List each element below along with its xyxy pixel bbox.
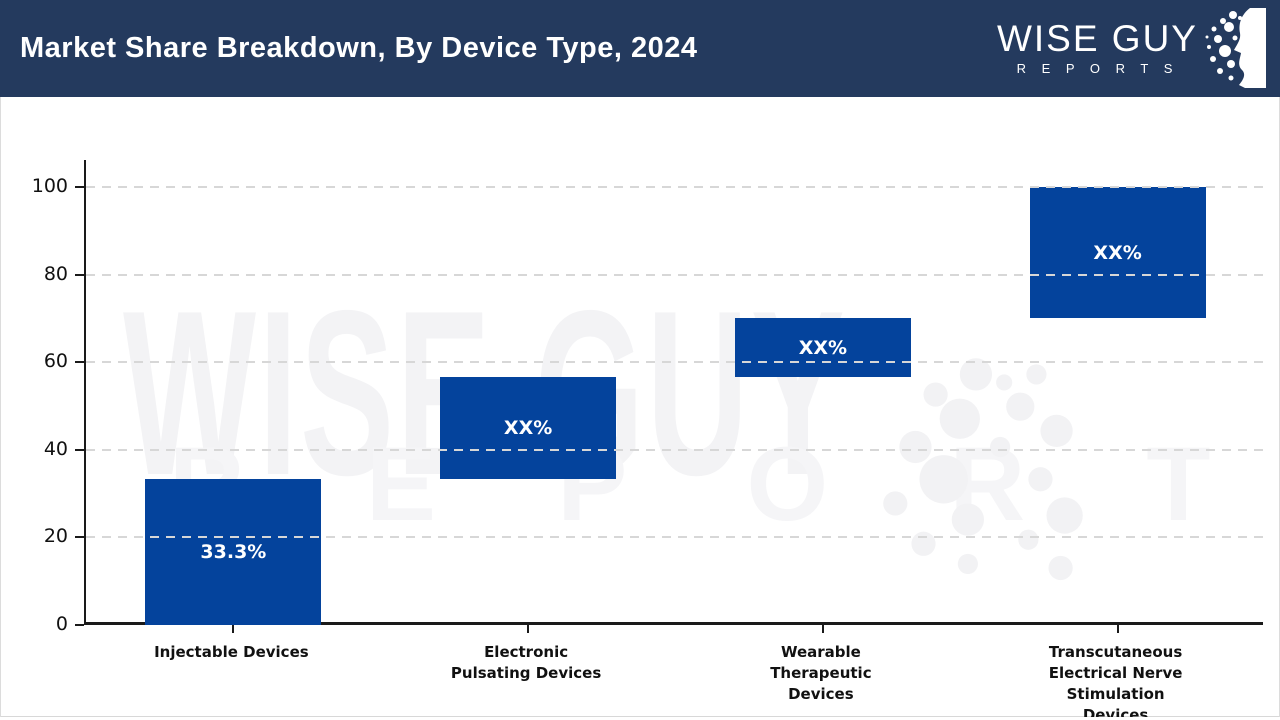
bar-value-label: 33.3% — [200, 541, 267, 564]
bar-value-label: XX% — [798, 336, 848, 359]
bar-segment — [734, 318, 911, 378]
bar-segment — [145, 479, 322, 625]
x-category-label: Electronic Pulsating Devices — [450, 643, 602, 682]
x-tick-mark-3 — [821, 625, 824, 633]
gridline-60 — [86, 361, 1263, 364]
gridline-100 — [86, 186, 1263, 188]
bar-segment — [440, 377, 617, 480]
logo-text: WISE GUY R E P O R T S — [996, 17, 1198, 77]
gridline-40 — [86, 448, 1263, 451]
gridline-20 — [86, 536, 1263, 539]
gridline-80 — [86, 273, 1263, 276]
watermark-reports: R E P O R T S — [169, 426, 1279, 543]
face-dots-icon — [1205, 8, 1266, 88]
wise-guy-logo: WISE GUY R E P O R T S — [997, 8, 1266, 88]
y-tick-mark-80 — [75, 273, 84, 276]
y-tick-mark-0 — [75, 624, 84, 626]
x-category-label: Wearable Therapeutic Devices — [770, 643, 872, 703]
bottom-border — [1, 716, 1279, 717]
page-title: Market Share Breakdown, By Device Type, … — [20, 32, 698, 64]
x-category-label: Injectable Devices — [154, 643, 309, 661]
y-tick-mark-20 — [75, 536, 84, 539]
y-tick-label-100: 100 — [31, 175, 68, 197]
x-tick-mark-1 — [232, 625, 235, 633]
logo-subtitle: R E P O R T S — [1016, 61, 1179, 77]
x-tick-mark-2 — [527, 625, 530, 633]
y-tick-label-40: 40 — [43, 437, 68, 460]
y-tick-label-20: 20 — [43, 525, 68, 548]
bar-value-label: XX% — [503, 417, 553, 440]
y-tick-mark-100 — [75, 186, 84, 188]
y-tick-label-0: 0 — [55, 613, 68, 635]
y-tick-label-80: 80 — [43, 262, 68, 285]
plot-area: 0 20 40 60 80 100 33.3% XX% XX% XX% — [32, 160, 1263, 635]
y-tick-label-60: 60 — [43, 350, 68, 373]
chart-canvas: WISE GUY R E P O R T S 02040608010033.3%… — [0, 97, 1280, 717]
logo-name: WISE GUY — [996, 17, 1198, 59]
x-tick-mark-4 — [1116, 625, 1119, 633]
y-tick-mark-60 — [75, 361, 84, 364]
bar-value-label: XX% — [1093, 241, 1142, 264]
face-dots-watermark-icon — [883, 358, 1083, 581]
y-tick-mark-40 — [75, 448, 84, 451]
x-category-label: Transcutaneous Electrical Nerve Stimulat… — [1048, 643, 1183, 717]
bar-segment — [1029, 187, 1206, 319]
header-bar: Market Share Breakdown, By Device Type, … — [0, 0, 1280, 97]
